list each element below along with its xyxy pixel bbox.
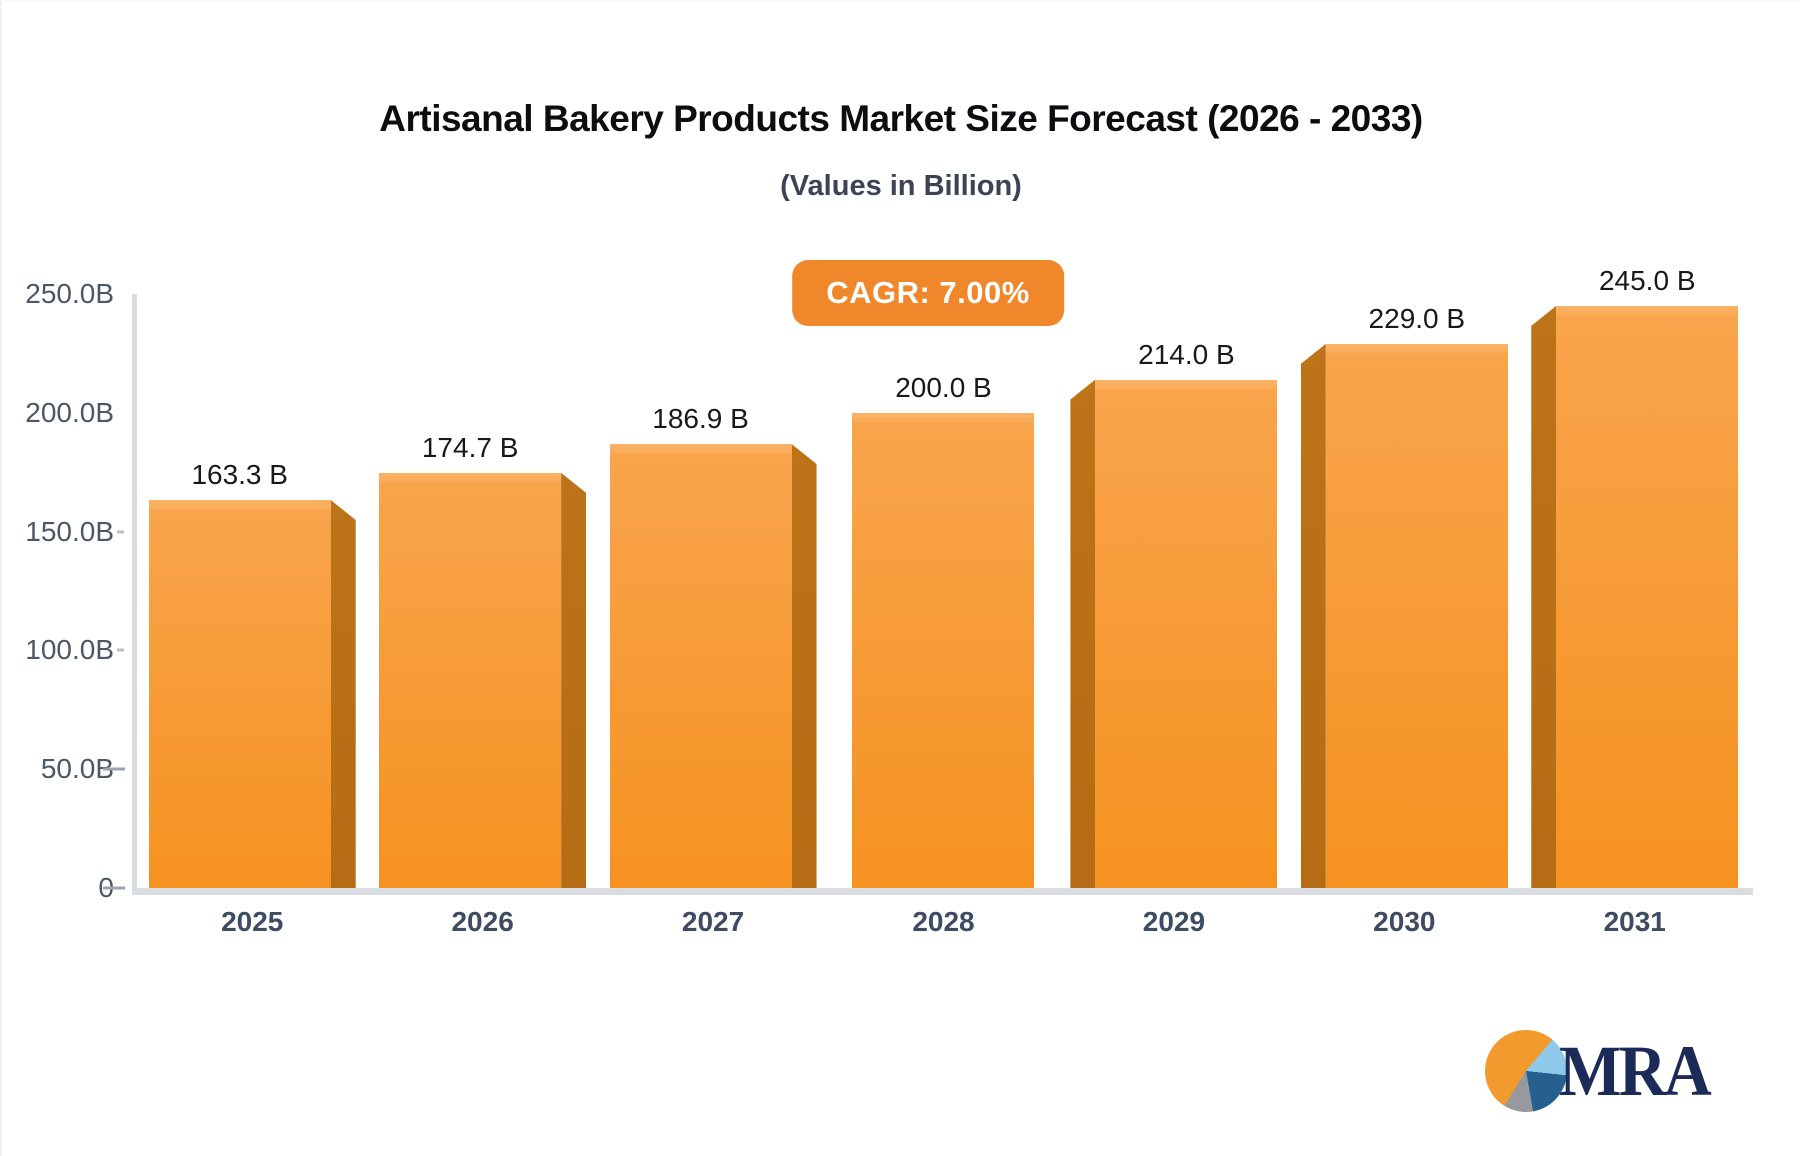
logo-text: MRA: [1559, 1031, 1712, 1111]
bar-value-label-2030: 229.0 B: [1368, 302, 1466, 334]
x-axis-label-2029: 2029: [1142, 906, 1206, 937]
bar-face-2025: [148, 500, 331, 888]
bar-2028: 200.0 B: [852, 372, 1035, 888]
chart-title: Artisanal Bakery Products Market Size Fo…: [379, 98, 1423, 139]
cagr-badge: CAGR: 7.00%: [792, 260, 1064, 326]
bar-face-2026: [379, 472, 562, 888]
bar-2025: 163.3 B: [148, 459, 356, 888]
bar-value-label-2031: 245.0 B: [1598, 264, 1696, 296]
bar-face-2031: [1556, 305, 1739, 888]
bar-face-2028: [852, 412, 1035, 888]
x-axis-label-2026: 2026: [451, 906, 514, 937]
pie-chart-logo-icon: [1485, 1030, 1568, 1112]
bar-slot-2028: 200.0 B: [828, 294, 1058, 888]
bar-2027: 186.9 B: [609, 403, 817, 888]
y-axis-label-250: 250.0B: [25, 278, 114, 309]
bar-slot-2026: 174.7 B: [367, 294, 597, 888]
y-axis-label-200: 200.0B: [25, 396, 114, 428]
bar-2026: 174.7 B: [379, 432, 587, 888]
bar-value-label-2029: 214.0 B: [1138, 338, 1235, 370]
y-axis-tick-150: [117, 530, 124, 534]
bar-value-label-2026: 174.7 B: [421, 431, 519, 463]
x-axis-line: [132, 888, 1753, 895]
bar-side-2025: [330, 500, 356, 888]
y-axis-tick-100: [117, 648, 124, 652]
x-axis-label-2031: 2031: [1603, 906, 1666, 937]
y-axis-tick-50: [103, 767, 125, 771]
x-axis-label-2030: 2030: [1373, 906, 1436, 937]
x-axis-label-2025: 2025: [221, 906, 284, 937]
bar-slot-2025: 163.3 B: [137, 294, 367, 888]
bar-2031: 245.0 B: [1531, 265, 1739, 888]
plot-area: 163.3 B 174.7 B 186.9 B 200.0 B 214.0 B 229.0…: [103, 265, 1753, 895]
bar-face-2029: [1095, 379, 1278, 888]
bar-slot-2030: 229.0 B: [1289, 294, 1519, 888]
bar-side-2029: [1070, 379, 1096, 888]
mra-logo: MRA: [1485, 1030, 1722, 1112]
bar-face-2030: [1325, 343, 1508, 888]
bar-face-2027: [609, 443, 792, 888]
bar-side-2030: [1300, 343, 1326, 888]
bar-slot-2027: 186.9 B: [598, 294, 828, 888]
chart-subtitle: (Values in Billion): [780, 170, 1022, 202]
bar-slot-2029: 214.0 B: [1059, 294, 1289, 888]
bar-2030: 229.0 B: [1300, 303, 1508, 888]
bar-2029: 214.0 B: [1070, 339, 1278, 888]
bar-side-2026: [561, 472, 587, 888]
x-axis-label-2027: 2027: [681, 906, 745, 937]
y-axis-label-100: 100.0B: [25, 634, 114, 666]
bar-side-2027: [791, 443, 817, 888]
y-axis-label-150: 150.0B: [25, 515, 114, 547]
bars-row: 163.3 B 174.7 B 186.9 B 200.0 B 214.0 B 229.0…: [137, 265, 1750, 888]
y-axis-label-50: 50.0B: [40, 753, 114, 785]
bar-side-2031: [1531, 305, 1557, 888]
y-axis-tick-0: [103, 886, 125, 890]
x-axis-labels: 2025 2026 2027 2028 2029 2030 2031: [137, 906, 1750, 938]
bar-value-label-2028: 200.0 B: [895, 371, 992, 403]
bar-slot-2031: 245.0 B: [1520, 265, 1750, 888]
x-axis-label-2028: 2028: [912, 906, 975, 937]
bar-value-label-2027: 186.9 B: [652, 402, 749, 434]
y-axis-line: [132, 294, 137, 893]
bar-value-label-2025: 163.3 B: [191, 459, 288, 490]
